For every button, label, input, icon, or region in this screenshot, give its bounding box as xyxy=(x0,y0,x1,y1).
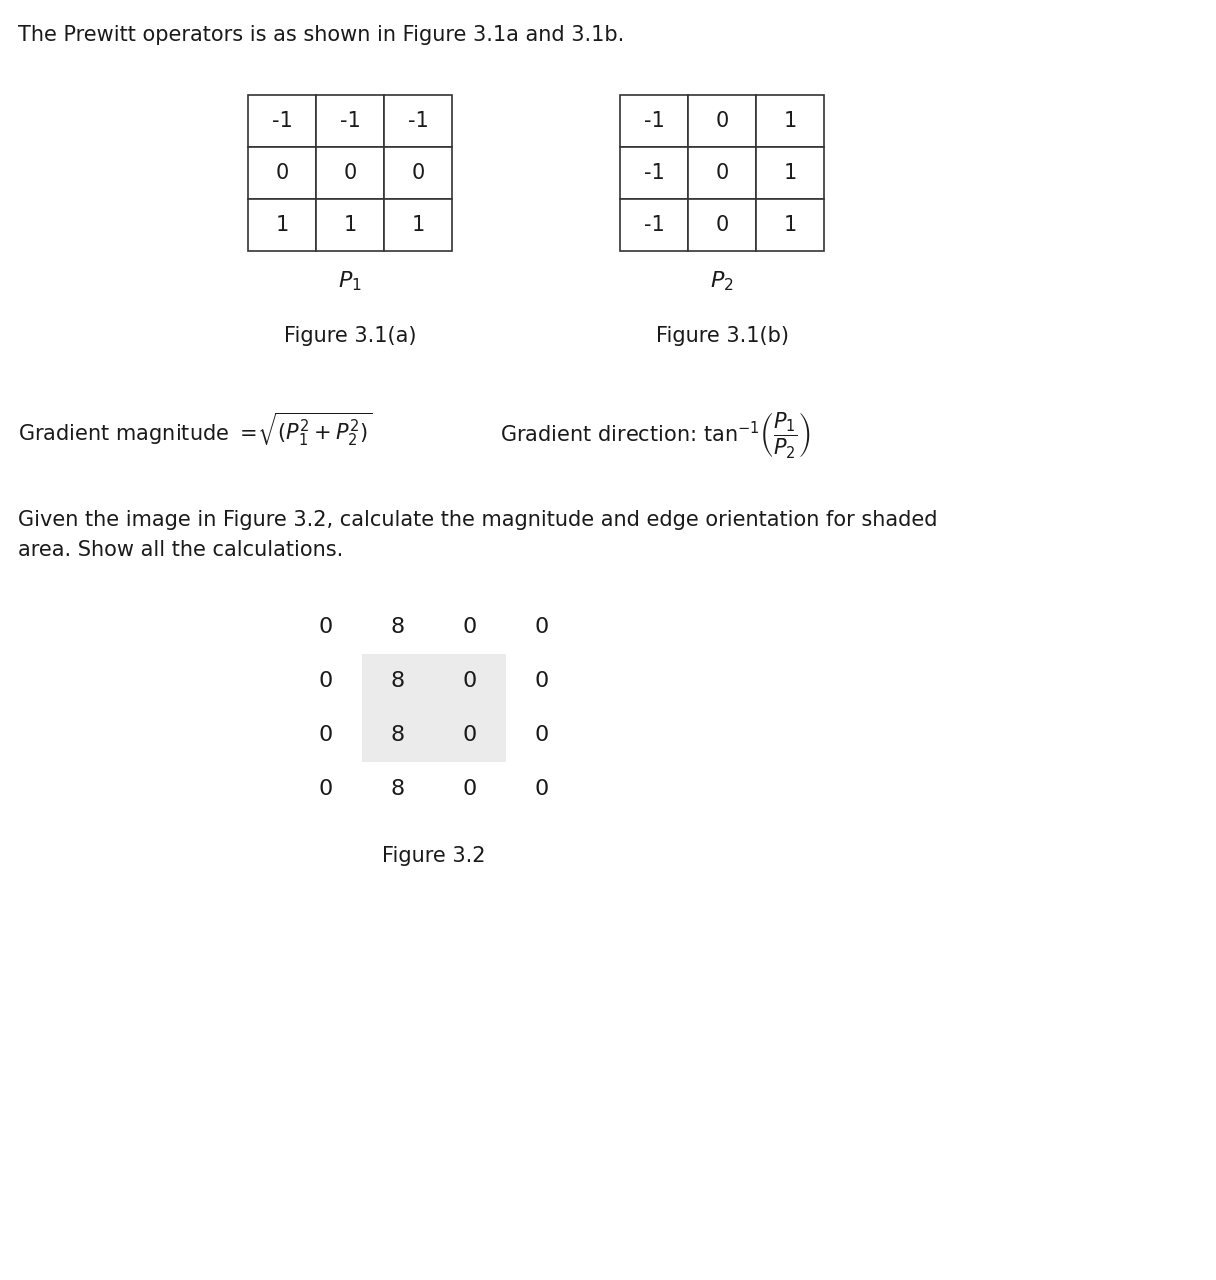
Text: The Prewitt operators is as shown in Figure 3.1a and 3.1b.: The Prewitt operators is as shown in Fig… xyxy=(18,26,624,45)
Text: 0: 0 xyxy=(715,215,728,236)
Bar xyxy=(248,147,316,198)
Text: Figure 3.2: Figure 3.2 xyxy=(382,846,485,867)
Text: $P_1$: $P_1$ xyxy=(338,269,362,293)
Text: 1: 1 xyxy=(411,215,424,236)
Text: 0: 0 xyxy=(343,163,356,183)
Text: 8: 8 xyxy=(390,671,405,691)
Text: 0: 0 xyxy=(275,163,288,183)
Text: 0: 0 xyxy=(319,780,333,799)
Bar xyxy=(384,198,452,251)
Text: 8: 8 xyxy=(390,617,405,637)
Text: 0: 0 xyxy=(463,780,477,799)
Bar xyxy=(316,95,384,147)
Text: 0: 0 xyxy=(319,724,333,745)
Bar xyxy=(620,198,688,251)
Text: 1: 1 xyxy=(343,215,356,236)
Text: 1: 1 xyxy=(783,111,796,131)
Bar xyxy=(316,147,384,198)
Text: 0: 0 xyxy=(463,617,477,637)
Text: 8: 8 xyxy=(390,724,405,745)
Text: 0: 0 xyxy=(319,617,333,637)
Text: Figure 3.1(a): Figure 3.1(a) xyxy=(283,326,416,346)
Text: $P_2$: $P_2$ xyxy=(710,269,733,293)
Bar xyxy=(248,95,316,147)
Text: 0: 0 xyxy=(715,111,728,131)
Bar xyxy=(688,147,756,198)
Bar xyxy=(620,95,688,147)
Bar xyxy=(756,95,824,147)
Text: -1: -1 xyxy=(643,111,664,131)
Text: 8: 8 xyxy=(390,780,405,799)
Bar xyxy=(620,147,688,198)
Text: 0: 0 xyxy=(715,163,728,183)
Text: 1: 1 xyxy=(783,163,796,183)
Text: -1: -1 xyxy=(643,215,664,236)
Bar xyxy=(756,147,824,198)
Bar xyxy=(688,198,756,251)
Bar xyxy=(688,95,756,147)
Text: 0: 0 xyxy=(535,780,550,799)
Text: 0: 0 xyxy=(535,724,550,745)
Text: -1: -1 xyxy=(271,111,292,131)
Text: 0: 0 xyxy=(535,617,550,637)
Bar xyxy=(384,147,452,198)
Text: 1: 1 xyxy=(275,215,288,236)
Text: Gradient magnitude $=\!\sqrt{(P_1^2 + P_2^2)}$: Gradient magnitude $=\!\sqrt{(P_1^2 + P_… xyxy=(18,410,372,448)
Text: -1: -1 xyxy=(643,163,664,183)
Text: 0: 0 xyxy=(535,671,550,691)
Text: Given the image in Figure 3.2, calculate the magnitude and edge orientation for : Given the image in Figure 3.2, calculate… xyxy=(18,509,938,559)
Text: 0: 0 xyxy=(319,671,333,691)
Bar xyxy=(248,198,316,251)
Text: -1: -1 xyxy=(407,111,428,131)
Text: 0: 0 xyxy=(463,724,477,745)
Text: 0: 0 xyxy=(411,163,424,183)
Text: -1: -1 xyxy=(339,111,360,131)
Bar xyxy=(384,95,452,147)
Text: 0: 0 xyxy=(463,671,477,691)
Bar xyxy=(316,198,384,251)
Text: Figure 3.1(b): Figure 3.1(b) xyxy=(655,326,788,346)
Bar xyxy=(362,654,506,762)
Text: Gradient direction: $\tan^{-1}\!\left(\dfrac{P_1}{P_2}\right)$: Gradient direction: $\tan^{-1}\!\left(\d… xyxy=(500,410,811,460)
Bar xyxy=(756,198,824,251)
Text: 1: 1 xyxy=(783,215,796,236)
